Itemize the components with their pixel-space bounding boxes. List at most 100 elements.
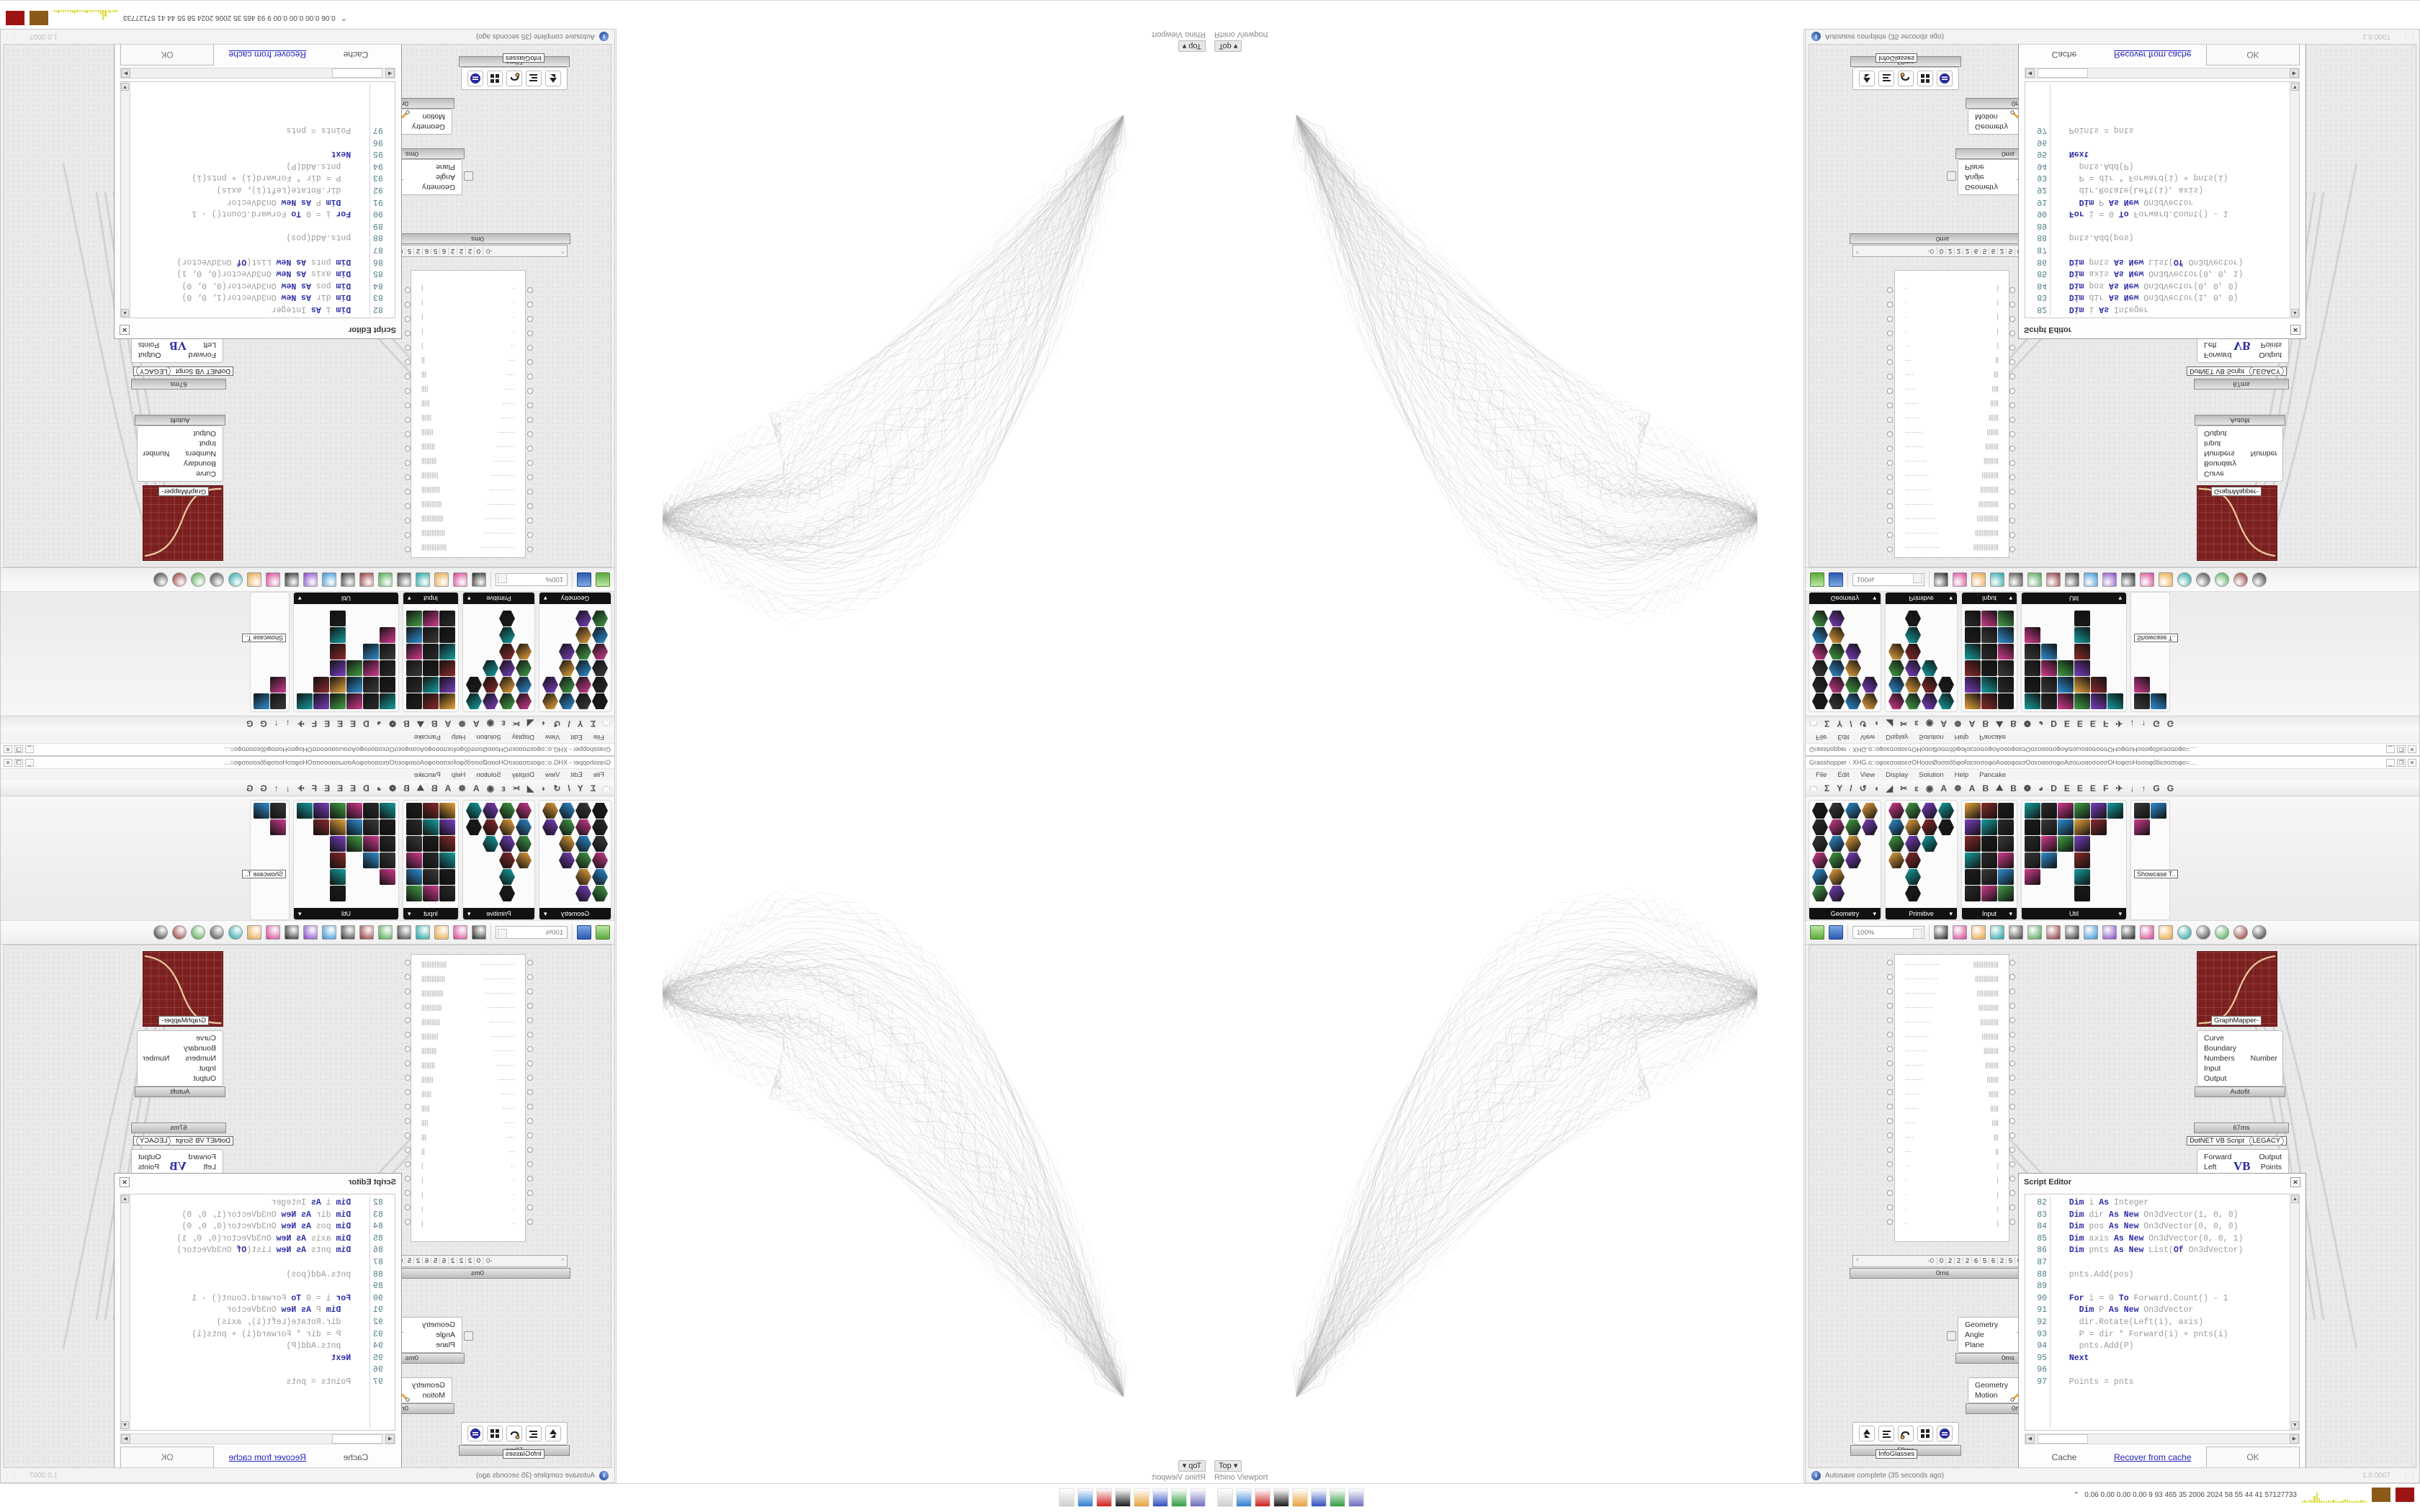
input-port[interactable] — [527, 1219, 533, 1225]
ribbon-icon-3-3-0[interactable] — [2074, 693, 2090, 709]
input-port[interactable] — [1887, 1147, 1893, 1153]
ribbon-icon-3-3-1[interactable] — [330, 819, 346, 835]
ribbon-icon-3-4-0[interactable] — [2091, 693, 2107, 709]
resize-grip-icon[interactable]: ⋮⋮ — [2402, 1471, 2416, 1480]
ribbon-tab-letter-a-icon[interactable]: A — [472, 783, 480, 793]
input-port[interactable] — [527, 431, 533, 437]
orange-blob-icon[interactable] — [2233, 925, 2248, 940]
ribbon-icon-0-0-0[interactable] — [1812, 803, 1828, 819]
search-icon[interactable] — [2102, 572, 2117, 587]
slider-digit-5[interactable]: 5 — [1980, 247, 1989, 255]
ribbon-icon-3-0-1[interactable] — [2025, 677, 2040, 693]
ribbon-icon-3-2-2[interactable] — [2058, 660, 2074, 676]
ribbon-icon-0-1-1[interactable] — [1829, 819, 1845, 835]
input-port[interactable] — [1887, 446, 1893, 451]
output-port[interactable] — [2009, 489, 2015, 495]
slider-digit-5[interactable]: 5 — [1980, 1257, 1989, 1265]
menu-item-display[interactable]: Display — [1886, 733, 1909, 742]
ribbon-icon-2-2-0[interactable] — [1998, 803, 2014, 819]
open-folder-icon[interactable] — [596, 572, 610, 587]
input-port[interactable] — [1887, 989, 1893, 994]
ribbon-icon-3-1-1[interactable] — [363, 677, 379, 693]
shell-icon[interactable] — [247, 925, 261, 940]
ribbon-icon-2-0-1[interactable] — [1965, 819, 1981, 835]
slider-digit-4[interactable]: 6 — [1971, 247, 1980, 255]
output-port[interactable] — [2009, 1104, 2015, 1110]
ribbon-icon-2-2-2[interactable] — [406, 660, 422, 676]
ribbon-icon-3-2-1[interactable] — [2058, 677, 2074, 693]
ribbon-icon-0-2-1[interactable] — [1845, 819, 1861, 835]
ribbon-tab-eye-icon[interactable]: ◉ — [1925, 783, 1934, 793]
egg-icon[interactable] — [2140, 572, 2154, 587]
slider-digit-6[interactable]: 6 — [423, 1257, 431, 1265]
ribbon-tab-letter-b-icon[interactable]: B — [431, 783, 438, 793]
taskbar-app5-icon[interactable] — [1273, 1488, 1289, 1507]
horizontal-scrollbar[interactable]: ◀ ▶ — [2025, 68, 2300, 78]
ribbon-tab-down-icon[interactable]: ↓ — [2130, 719, 2135, 729]
ribbon-icon-0-2-3[interactable] — [559, 852, 575, 868]
ribbon-icon-3-0-3[interactable] — [380, 852, 395, 868]
speaker-icon[interactable] — [397, 572, 411, 587]
speaker-icon[interactable] — [2009, 572, 2023, 587]
shell-icon[interactable] — [2159, 925, 2173, 940]
ribbon-tab-sigma-icon[interactable]: Σ — [1824, 783, 1830, 793]
green-blob-icon[interactable] — [191, 925, 205, 940]
ribbon-icon-1-0-3[interactable] — [1888, 644, 1904, 660]
scroll-up-icon[interactable]: ▲ — [2291, 309, 2299, 317]
ribbon-icon-1-0-0[interactable] — [1888, 693, 1904, 709]
ribbon-icon-0-1-4[interactable] — [575, 869, 591, 885]
recompute-icon[interactable] — [359, 572, 374, 587]
ribbon-icon-2-2-1[interactable] — [406, 677, 422, 693]
ribbon-icon-3-3-3[interactable] — [330, 644, 346, 660]
series-display-panel[interactable]: ················ ||||||||||||||| ·········… — [411, 270, 526, 558]
ribbon-icon-2-1-3[interactable] — [423, 644, 439, 660]
vb-script-component[interactable]: Forward Output Left Points 152ms VB — [2195, 1149, 2291, 1186]
ribbon-icon-1-1-3[interactable] — [499, 644, 515, 660]
ribbon-icon-4-0-1[interactable] — [270, 819, 286, 835]
ribbon-icon-1-2-2[interactable] — [483, 660, 498, 676]
input-port[interactable] — [1887, 388, 1893, 394]
slider-digit-1[interactable]: 2 — [466, 1257, 475, 1265]
panel-output-ports[interactable] — [405, 270, 411, 558]
ribbon-icon-0-1-5[interactable] — [1829, 611, 1845, 626]
ribbon-tab-blob-icon[interactable] — [1810, 786, 1817, 791]
input-port[interactable] — [1887, 1176, 1893, 1182]
ribbon-icon-3-3-5[interactable] — [330, 886, 346, 901]
ribbon-tab-letter-e2-icon[interactable]: E — [2076, 783, 2083, 793]
green-blob-icon[interactable] — [2215, 572, 2229, 587]
ribbon-icon-3-3-3[interactable] — [2074, 644, 2090, 660]
profiler-icon[interactable] — [1990, 572, 2004, 587]
ribbon-icon-2-0-2[interactable] — [1965, 836, 1981, 852]
input-port[interactable] — [1887, 1133, 1893, 1138]
gem-icon[interactable] — [2177, 572, 2192, 587]
ribbon-tab-letter-e2-icon[interactable]: E — [2076, 719, 2083, 729]
ribbon-tab-letter-a2-icon[interactable]: A — [1968, 719, 1976, 729]
rhino-viewport[interactable]: Rhino Viewport Top ▾ — [616, 756, 1210, 1483]
vb-script-component[interactable]: Forward Output Left Points 152ms VB — [129, 326, 225, 363]
input-port[interactable] — [1887, 1104, 1893, 1110]
ribbon-icon-0-0-3[interactable] — [592, 644, 608, 660]
ribbon-icon-0-1-4[interactable] — [1829, 869, 1845, 885]
vb-script-component[interactable]: Forward Output Left Points 152ms VB — [2195, 326, 2291, 363]
ribbon-tab-mountain-icon[interactable]: ⛰ — [416, 783, 424, 793]
ribbon-icon-2-1-5[interactable] — [1981, 611, 1997, 626]
input-port[interactable] — [527, 1089, 533, 1095]
ribbon-icon-2-1-1[interactable] — [1981, 819, 1997, 835]
menu-item-solution[interactable]: Solution — [1919, 733, 1944, 742]
ribbon-icon-1-2-1[interactable] — [483, 677, 498, 693]
preview-eye-icon[interactable] — [1953, 925, 1967, 940]
ribbon-icon-3-4-1[interactable] — [313, 819, 329, 835]
blue-sphere-icon[interactable] — [2252, 925, 2267, 940]
output-port[interactable] — [405, 1147, 411, 1153]
ribbon-tab-letter-g-icon[interactable]: G — [2153, 783, 2160, 793]
input-port[interactable] — [1887, 316, 1893, 322]
ribbon-tab-loop-icon[interactable]: ↺ — [553, 783, 561, 793]
ribbon-icon-0-1-0[interactable] — [1829, 693, 1845, 709]
output-port[interactable] — [2009, 460, 2015, 466]
input-port[interactable] — [527, 1176, 533, 1182]
series-display-panel[interactable]: ················ ||||||||||||||| ·········… — [1894, 954, 2009, 1242]
ribbon-icon-3-3-4[interactable] — [2074, 627, 2090, 643]
input-port[interactable] — [527, 460, 533, 466]
output-port[interactable] — [405, 446, 411, 451]
output-port[interactable] — [405, 474, 411, 480]
